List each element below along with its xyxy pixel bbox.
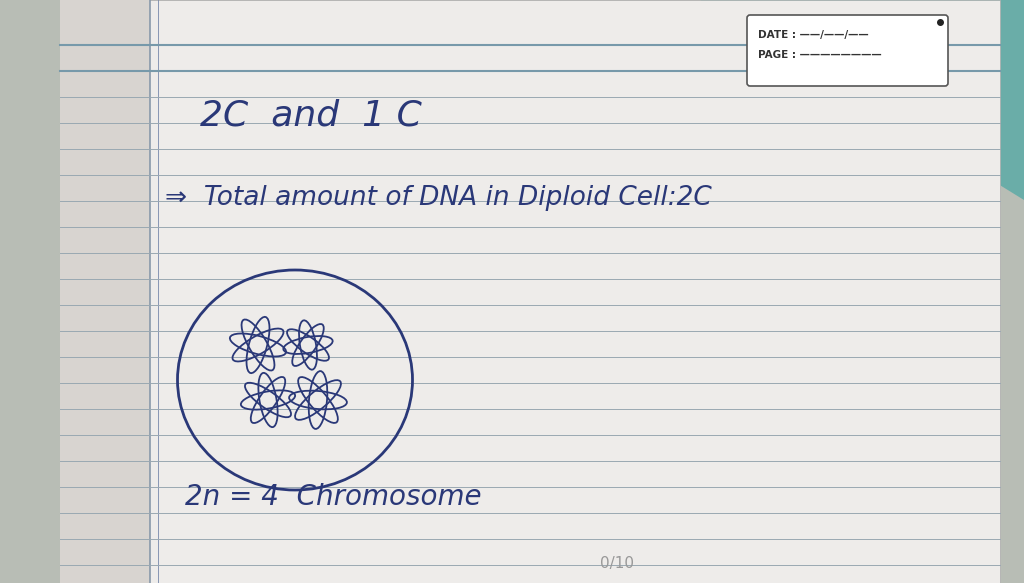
Polygon shape xyxy=(700,0,1024,200)
Bar xyxy=(60,0,150,583)
FancyBboxPatch shape xyxy=(746,15,948,86)
Text: 2C  and  1 C: 2C and 1 C xyxy=(200,98,422,132)
Text: 0/10: 0/10 xyxy=(600,556,634,571)
Text: PAGE : ————————: PAGE : ———————— xyxy=(758,50,882,60)
Text: 2n = 4  Chromosome: 2n = 4 Chromosome xyxy=(185,483,481,511)
Text: DATE : ——/——/——: DATE : ——/——/—— xyxy=(758,30,868,40)
Text: ⇒  Total amount of DNA in Diploid Cell:2C: ⇒ Total amount of DNA in Diploid Cell:2C xyxy=(165,185,712,211)
